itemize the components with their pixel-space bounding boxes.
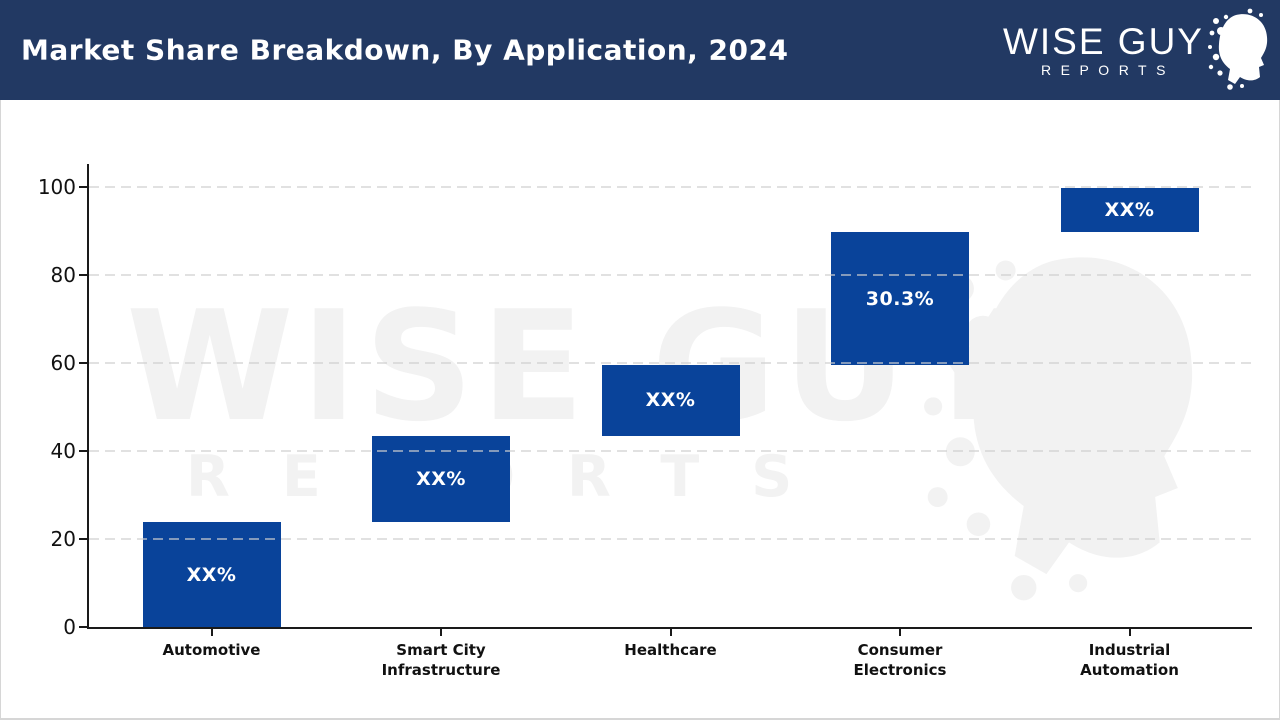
y-axis-spine [86, 164, 89, 629]
watermark-brand-subtitle: REPORTS [186, 444, 845, 510]
bar-value-label-industrial-automation: XX% [1104, 198, 1155, 221]
gridline-y-40 [89, 450, 1252, 452]
x-tick-automotive [210, 629, 213, 636]
y-tick-0 [79, 626, 87, 628]
x-tick-smart-city-infrastructure [440, 629, 442, 636]
bar-smart-city-infrastructure: XX% [372, 435, 510, 523]
y-tick-label-100: 100 [37, 175, 76, 199]
y-tick-label-80: 80 [50, 263, 76, 287]
y-tick-label-40: 40 [50, 439, 76, 463]
bar-industrial-automation: XX% [1060, 187, 1199, 232]
x-axis-spine [86, 626, 1252, 629]
page-title: Market Share Breakdown, By Application, … [21, 33, 789, 67]
wise-guy-head-icon [1208, 8, 1268, 90]
x-tick-label-smart-city-infrastructure: Smart City Infrastructure [381, 641, 501, 679]
y-tick-40 [79, 450, 87, 452]
brand-logo: WISE GUY REPORTS [1003, 0, 1270, 100]
y-tick-100 [79, 186, 87, 188]
logo-brand-name: WISE GUY [1002, 20, 1204, 62]
y-tick-20 [79, 538, 87, 540]
bar-healthcare: XX% [601, 365, 740, 436]
y-tick-label-20: 20 [50, 527, 76, 551]
x-tick-consumer-electronics [899, 629, 901, 636]
bar-value-label-healthcare: XX% [645, 389, 696, 412]
logo-brand-subtitle: REPORTS [1041, 61, 1175, 78]
x-tick-healthcare [669, 629, 672, 636]
header-bar: Market Share Breakdown, By Application, … [0, 0, 1280, 100]
bar-value-label-smart-city-infrastructure: XX% [416, 467, 466, 490]
y-tick-label-60: 60 [50, 351, 76, 375]
gridline-y-20 [89, 538, 1252, 540]
bar-value-label-consumer-electronics: 30.3% [865, 287, 935, 310]
x-tick-industrial-automation [1128, 629, 1131, 636]
y-tick-label-0: 0 [63, 615, 76, 639]
bar-value-label-automotive: XX% [186, 563, 237, 586]
gridline-y-60 [89, 362, 1252, 364]
y-tick-60 [79, 362, 87, 364]
gridline-y-100 [89, 186, 1252, 188]
bar-consumer-electronics: 30.3% [831, 231, 969, 366]
y-tick-80 [79, 274, 87, 276]
x-tick-label-healthcare: Healthcare [624, 641, 717, 659]
gridline-y-80 [89, 274, 1252, 276]
x-tick-label-automotive: Automotive [162, 641, 261, 659]
x-tick-label-consumer-electronics: Consumer Electronics [853, 641, 947, 679]
x-tick-label-industrial-automation: Industrial Automation [1080, 641, 1179, 679]
